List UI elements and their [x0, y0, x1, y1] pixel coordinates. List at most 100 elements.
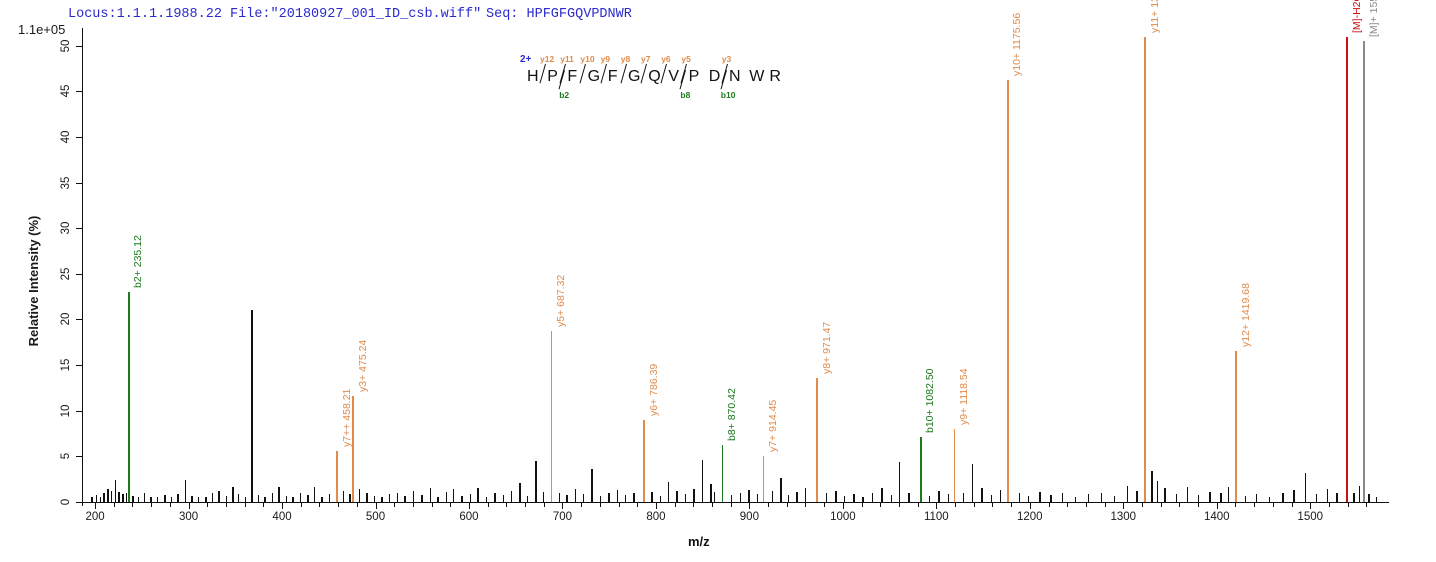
annotated-peak[interactable] — [1235, 350, 1237, 502]
sequence-residue: P — [688, 68, 700, 85]
spectrum-peak — [890, 494, 892, 502]
b-ion-label: b2 — [559, 90, 570, 100]
spectrum-peak — [91, 497, 93, 502]
x-tick-label: 600 — [459, 511, 479, 523]
spectrum-peak — [1136, 491, 1138, 502]
spectrum-peak — [990, 494, 992, 502]
annotated-peak[interactable] — [127, 292, 130, 502]
spectrum-peak — [898, 461, 901, 502]
x-minor-tick — [1141, 503, 1143, 507]
y-tick-mark — [76, 91, 82, 93]
spectrum-peak — [205, 496, 207, 502]
x-tick-label: 800 — [646, 511, 666, 523]
spectrum-peak — [502, 494, 504, 502]
spectrum-peak — [103, 492, 105, 502]
spectrum-peak — [1282, 492, 1284, 502]
x-minor-tick — [674, 503, 676, 507]
spectrum-peak — [156, 497, 159, 502]
spectrum-peak — [313, 487, 316, 502]
annotated-peak[interactable] — [550, 331, 553, 502]
x-minor-tick — [169, 503, 171, 507]
x-minor-tick — [730, 503, 732, 507]
sequence-residue: D — [708, 68, 721, 85]
x-tick-label: 300 — [178, 511, 199, 523]
x-minor-tick — [450, 503, 452, 507]
x-minor-tick — [824, 503, 826, 507]
x-tick-mark — [936, 503, 938, 509]
x-minor-tick — [599, 503, 601, 507]
y-tick-mark — [76, 273, 82, 275]
spectrum-peak — [257, 494, 260, 502]
x-minor-tick — [973, 503, 975, 507]
x-minor-tick — [786, 503, 788, 507]
spectrum-peak — [238, 493, 240, 502]
annotated-peak[interactable] — [816, 377, 818, 502]
spectrum-peak — [494, 492, 496, 502]
spectrum-peak — [307, 494, 309, 502]
annotated-peak[interactable] — [953, 429, 956, 502]
x-minor-tick — [1254, 503, 1256, 507]
precursor-charge-label: 2+ — [520, 54, 532, 65]
y-ion-label: y12 — [540, 54, 555, 64]
peak-label: y10+ 1175.56 — [1011, 13, 1024, 77]
spectrum-peak — [1074, 496, 1077, 502]
annotated-peak[interactable] — [919, 437, 922, 502]
x-minor-tick — [1347, 503, 1349, 507]
spectrum-peak — [1087, 493, 1090, 502]
spectrum-peak — [110, 491, 113, 502]
spectrum-peak — [412, 491, 415, 502]
spectrum-peak — [118, 491, 120, 502]
spectrum-peak — [633, 492, 635, 502]
annotated-peak[interactable] — [643, 419, 645, 502]
spectrum-peak — [1353, 492, 1355, 502]
annotated-peak[interactable] — [336, 450, 339, 502]
spectrum-peak — [114, 480, 117, 502]
annotated-peak[interactable] — [352, 396, 354, 502]
spectrum-peak — [1039, 491, 1041, 502]
spectrum-peak — [1315, 493, 1318, 502]
x-minor-tick — [132, 503, 134, 507]
spectrum-peak — [1293, 490, 1295, 502]
annotated-peak[interactable] — [1346, 36, 1349, 502]
spectrum-peak — [835, 491, 837, 502]
spectrum-peak — [218, 491, 220, 502]
spectrum-peak — [96, 494, 98, 502]
annotated-peak[interactable] — [762, 456, 765, 502]
x-minor-tick — [992, 503, 994, 507]
annotated-peak[interactable] — [1006, 80, 1009, 502]
y-tick-mark — [76, 45, 82, 47]
spectrum-peak — [321, 496, 323, 502]
x-tick-label: 200 — [85, 511, 105, 523]
spectrum-peak — [437, 496, 439, 502]
x-minor-tick — [525, 503, 527, 507]
peak-label: y6+ 786.39 — [647, 363, 660, 416]
annotated-peak[interactable] — [721, 445, 724, 502]
x-tick-mark — [655, 503, 657, 509]
spectrum-peak — [566, 494, 568, 502]
x-minor-tick — [1291, 503, 1293, 507]
spectrum-peak — [928, 495, 931, 502]
x-tick-label: 700 — [552, 511, 573, 523]
annotated-peak[interactable] — [1363, 41, 1365, 502]
spectrum-peak — [381, 496, 383, 502]
spectrum-peak — [1375, 496, 1378, 502]
x-minor-tick — [338, 503, 340, 507]
annotated-peak[interactable] — [1144, 36, 1147, 502]
peak-label: b10+ 1082.50 — [924, 368, 937, 434]
x-minor-tick — [880, 503, 882, 507]
spectrum-peak — [125, 492, 128, 502]
spectrum-peak — [1100, 492, 1103, 502]
y-ion-tick — [579, 63, 587, 84]
spectrum-peak — [453, 489, 455, 502]
x-minor-tick — [543, 503, 545, 507]
x-tick-mark — [749, 503, 751, 509]
x-minor-tick — [431, 503, 433, 507]
spectrum-peak — [184, 480, 187, 502]
y-ion-label: y5 — [681, 54, 691, 64]
x-tick-mark — [1123, 503, 1125, 509]
spectrum-peak — [1198, 494, 1200, 502]
x-minor-tick — [1011, 503, 1013, 507]
x-tick-label: 1100 — [923, 511, 949, 523]
sequence-residue: G — [587, 68, 601, 85]
